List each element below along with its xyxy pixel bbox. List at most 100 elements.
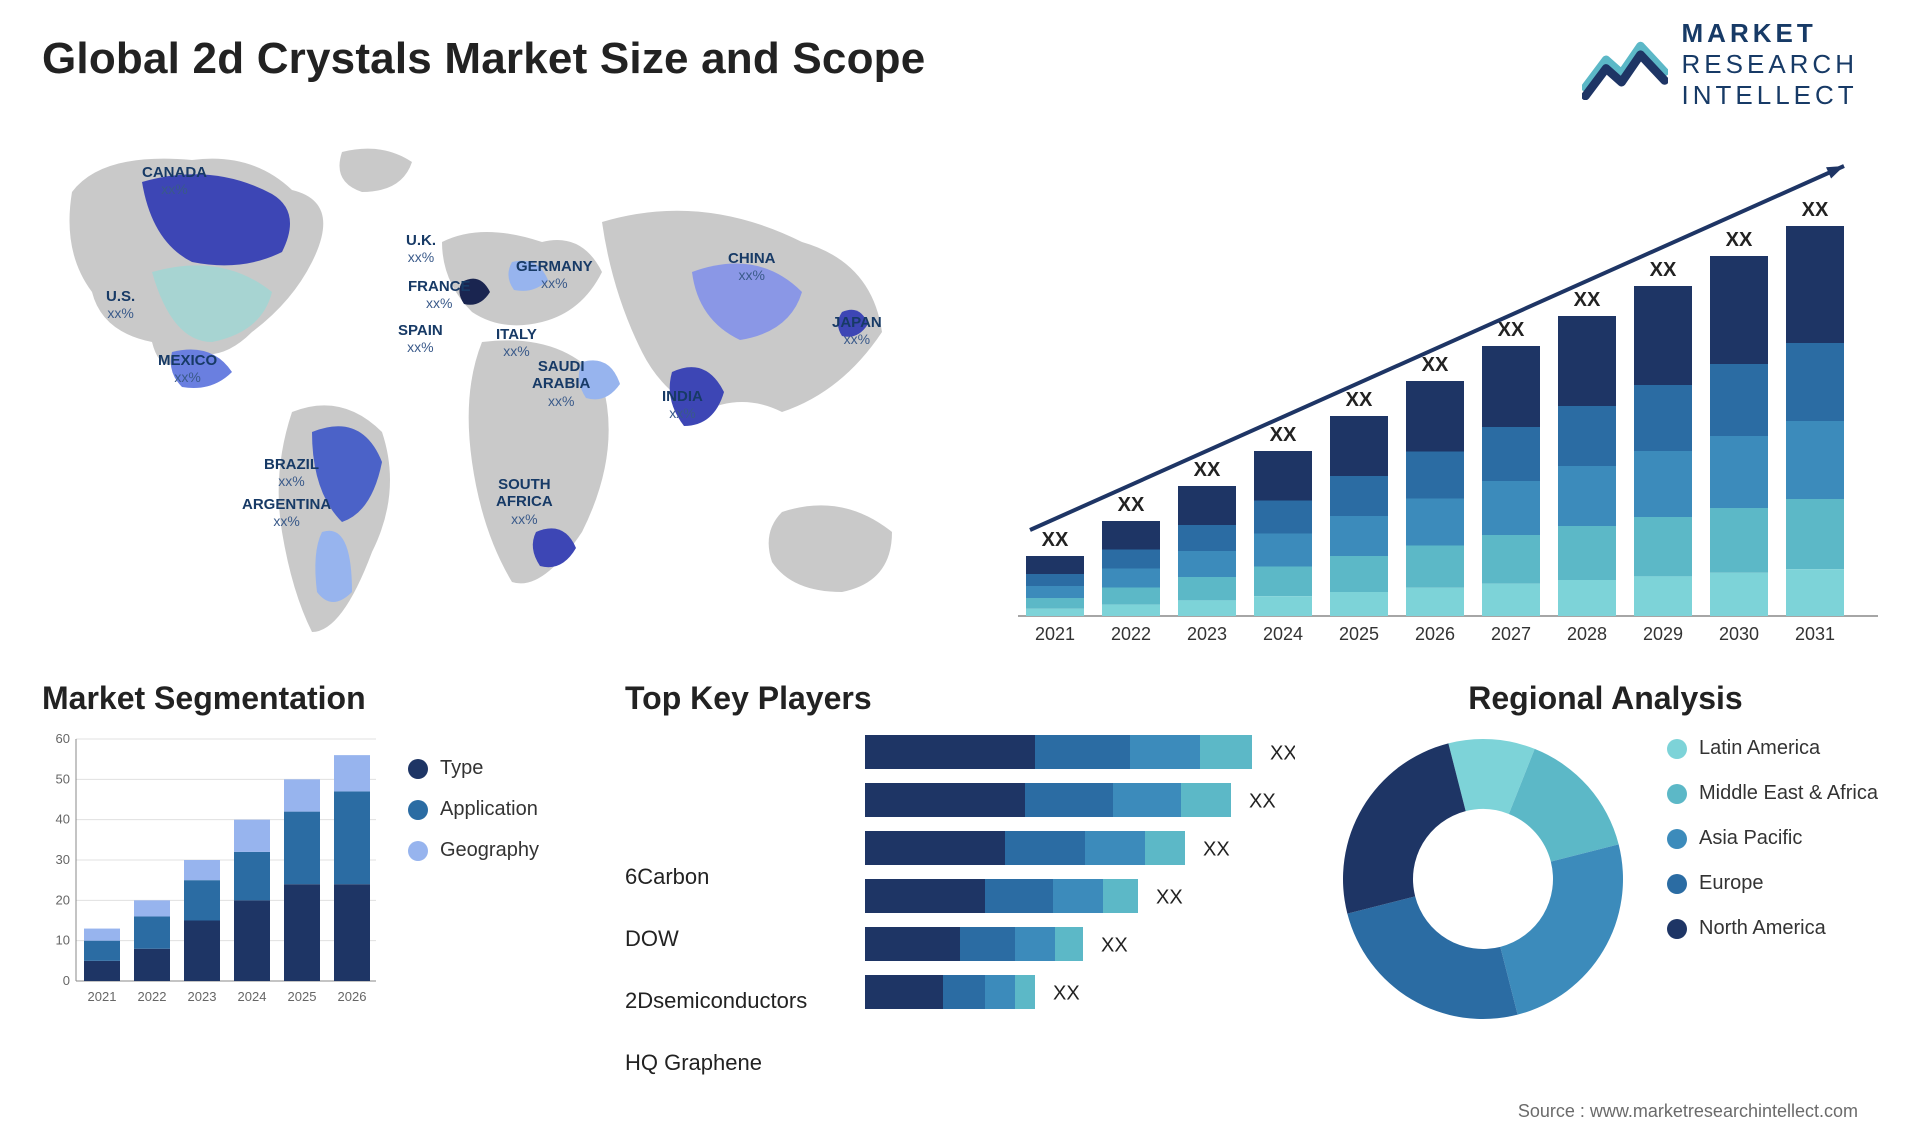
svg-text:2027: 2027 [1491, 624, 1531, 644]
map-label: SAUDIARABIAxx% [532, 358, 590, 409]
map-label: U.S.xx% [106, 288, 135, 321]
svg-text:XX: XX [1270, 742, 1295, 764]
legend-swatch [1667, 739, 1687, 759]
svg-text:XX: XX [1346, 389, 1373, 411]
source-attribution: Source : www.marketresearchintellect.com [1518, 1101, 1858, 1122]
map-label: JAPANxx% [832, 314, 882, 347]
svg-text:2024: 2024 [238, 989, 267, 1004]
player-label [625, 729, 845, 777]
logo-text-2: RESEARCH [1682, 49, 1858, 80]
svg-text:2023: 2023 [1187, 624, 1227, 644]
players-title: Top Key Players [625, 680, 1295, 717]
player-label: 6Carbon [625, 853, 845, 901]
players-labels: 6CarbonDOW2DsemiconductorsHQ Graphene [625, 729, 845, 1091]
svg-text:2026: 2026 [338, 989, 367, 1004]
legend-label: Geography [440, 839, 539, 862]
svg-text:2021: 2021 [88, 989, 117, 1004]
svg-text:XX: XX [1650, 259, 1677, 281]
legend-label: Type [440, 757, 483, 780]
legend-item: Middle East & Africa [1667, 782, 1878, 805]
svg-text:XX: XX [1203, 838, 1230, 860]
svg-text:2025: 2025 [1339, 624, 1379, 644]
svg-text:XX: XX [1042, 529, 1069, 551]
svg-text:2023: 2023 [188, 989, 217, 1004]
svg-text:60: 60 [56, 731, 70, 746]
logo-text-1: MARKET [1682, 18, 1858, 49]
svg-text:2025: 2025 [288, 989, 317, 1004]
svg-text:2024: 2024 [1263, 624, 1303, 644]
svg-text:10: 10 [56, 933, 70, 948]
legend-label: Asia Pacific [1699, 827, 1802, 850]
legend-item: Asia Pacific [1667, 827, 1878, 850]
map-label: CHINAxx% [728, 250, 776, 283]
svg-text:2022: 2022 [1111, 624, 1151, 644]
player-label [625, 791, 845, 839]
legend-item: Europe [1667, 872, 1878, 895]
legend-swatch [1667, 919, 1687, 939]
legend-item: Geography [408, 839, 539, 862]
segmentation-chart: 0 10 20 30 40 50 60 2021 2022 2023 2024 2025 2026 [42, 729, 382, 1009]
map-label: U.K.xx% [406, 232, 436, 265]
legend-item: Application [408, 798, 539, 821]
legend-swatch [408, 759, 428, 779]
svg-text:XX: XX [1101, 934, 1128, 956]
map-label: ARGENTINAxx% [242, 496, 331, 529]
players-chart: XX XX XX XX XX XX [865, 729, 1295, 1029]
legend-item: North America [1667, 917, 1878, 940]
map-label: SPAINxx% [398, 322, 443, 355]
svg-text:2021: 2021 [1035, 624, 1075, 644]
legend-swatch [1667, 784, 1687, 804]
segmentation-title: Market Segmentation [42, 680, 587, 717]
logo-text-3: INTELLECT [1682, 80, 1858, 111]
svg-text:XX: XX [1118, 494, 1145, 516]
map-label: INDIAxx% [662, 388, 703, 421]
svg-text:XX: XX [1422, 354, 1449, 376]
svg-text:XX: XX [1156, 886, 1183, 908]
brand-logo: MARKET RESEARCH INTELLECT [1582, 18, 1858, 111]
legend-item: Latin America [1667, 737, 1878, 760]
svg-text:2031: 2031 [1795, 624, 1835, 644]
svg-text:XX: XX [1194, 459, 1221, 481]
map-label: CANADAxx% [142, 164, 207, 197]
svg-text:XX: XX [1270, 424, 1297, 446]
svg-text:40: 40 [56, 812, 70, 827]
logo-icon [1582, 30, 1668, 100]
legend-label: Application [440, 798, 538, 821]
regional-title: Regional Analysis [1333, 680, 1878, 717]
growth-chart: 2021XX2022XX2023XX2024XX2025XX2026XX2027… [978, 132, 1878, 662]
legend-item: Type [408, 757, 539, 780]
svg-text:2022: 2022 [138, 989, 167, 1004]
legend-label: Europe [1699, 872, 1764, 895]
svg-text:2028: 2028 [1567, 624, 1607, 644]
player-label: HQ Graphene [625, 1039, 845, 1087]
legend-label: Middle East & Africa [1699, 782, 1878, 805]
svg-text:2029: 2029 [1643, 624, 1683, 644]
map-label: ITALYxx% [496, 326, 537, 359]
map-label: FRANCExx% [408, 278, 471, 311]
svg-text:0: 0 [63, 973, 70, 988]
legend-label: Latin America [1699, 737, 1820, 760]
legend-swatch [1667, 874, 1687, 894]
regional-legend: Latin America Middle East & Africa Asia Pa… [1667, 737, 1878, 940]
svg-text:30: 30 [56, 852, 70, 867]
svg-text:50: 50 [56, 771, 70, 786]
svg-text:2030: 2030 [1719, 624, 1759, 644]
legend-swatch [408, 841, 428, 861]
map-label: BRAZILxx% [264, 456, 319, 489]
player-label: DOW [625, 915, 845, 963]
svg-text:XX: XX [1726, 229, 1753, 251]
svg-text:XX: XX [1802, 199, 1829, 221]
map-label: SOUTHAFRICAxx% [496, 476, 553, 527]
svg-text:XX: XX [1053, 982, 1080, 1004]
map-label: GERMANYxx% [516, 258, 593, 291]
svg-text:XX: XX [1498, 319, 1525, 341]
world-map: CANADAxx% U.S.xx% MEXICOxx% BRAZILxx% ARGENT… [42, 132, 942, 662]
segmentation-legend: Type Application Geography [408, 757, 539, 862]
svg-text:XX: XX [1574, 289, 1601, 311]
legend-swatch [408, 800, 428, 820]
regional-donut [1333, 729, 1633, 1029]
svg-text:20: 20 [56, 892, 70, 907]
svg-text:XX: XX [1249, 790, 1276, 812]
map-label: MEXICOxx% [158, 352, 217, 385]
legend-label: North America [1699, 917, 1826, 940]
